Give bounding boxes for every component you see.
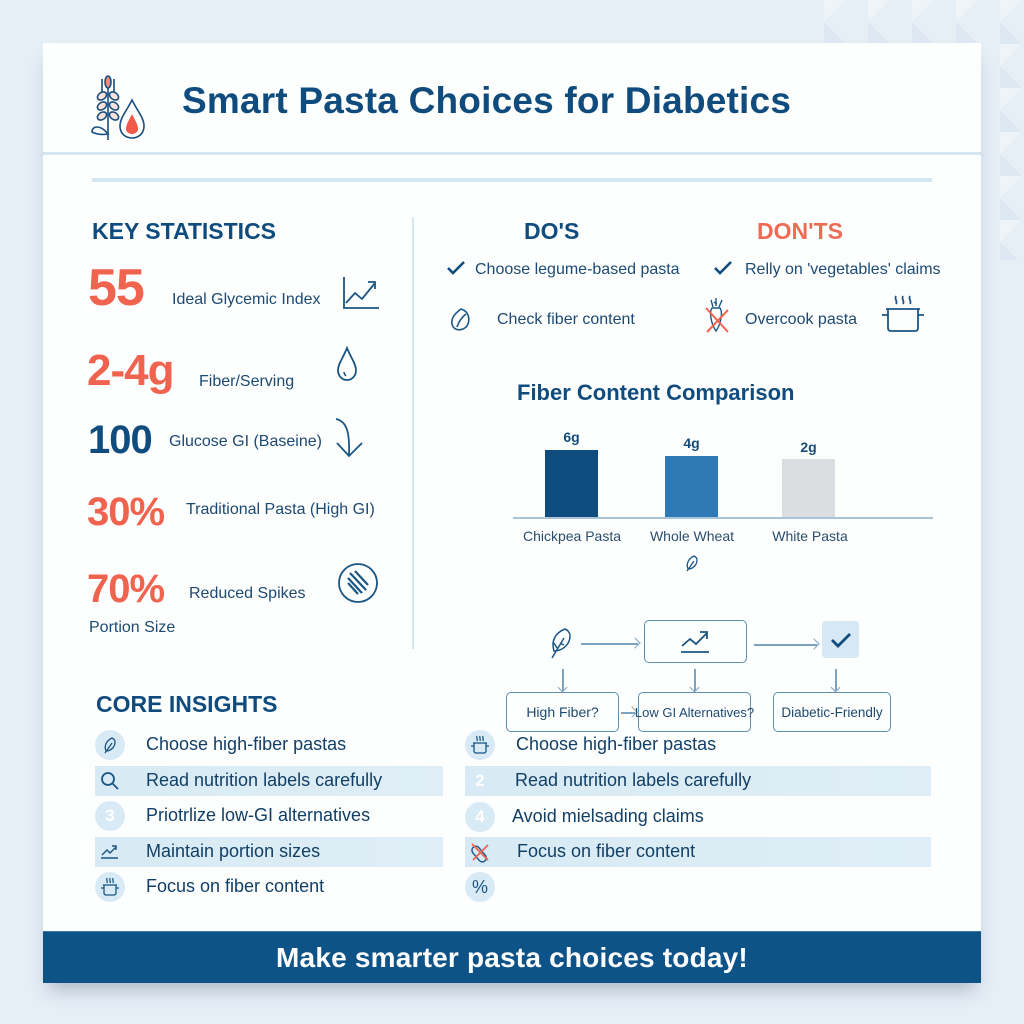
flow-node-low-gi: Low GI Alternatives? — [635, 692, 754, 732]
check-icon — [447, 261, 465, 275]
pot-icon — [95, 872, 125, 902]
flow-arrow — [621, 712, 635, 714]
flow-arrow — [754, 644, 817, 646]
check-icon — [714, 261, 732, 275]
stat-value-fiber: 2-4g — [87, 346, 174, 395]
category-label-chickpea: Chickpea Pasta — [522, 528, 622, 544]
crossed-carrot-icon — [705, 298, 729, 333]
chart-x-axis — [513, 517, 933, 519]
category-label-whole-wheat: Whole Wheat — [649, 528, 735, 544]
bar-value-white-pasta: 2g — [800, 439, 817, 455]
check-icon — [830, 632, 851, 648]
bar-value-whole-wheat: 4g — [683, 435, 700, 451]
donts-item-overcook: Overcook pasta — [745, 311, 858, 328]
flow-arrow — [835, 669, 837, 691]
stat-label-glucose: Glucose GI (Baseine) — [169, 433, 322, 450]
infographic-card: Smart Pasta Choices for Diabetics KEY ST… — [43, 43, 981, 983]
insight-row: Focus on fiber content — [465, 837, 931, 867]
stat-label-fiber: Fiber/Serving — [199, 373, 295, 390]
arrow-down-curve-icon — [335, 418, 363, 458]
flow-arrow — [694, 669, 696, 691]
insight-row: 4 Avoid mielsading claims — [465, 802, 931, 832]
flow-arrow — [581, 643, 638, 645]
stat-value-spikes: 70% — [87, 567, 165, 611]
stat-value-glucose: 100 — [88, 418, 153, 462]
chart-title: Fiber Content Comparison — [517, 380, 795, 405]
leaf-icon — [686, 555, 698, 572]
footer-banner: Make smarter pasta choices today! — [43, 931, 981, 983]
insight-text: Avoid mielsading claims — [512, 806, 704, 826]
core-insights-heading: CORE INSIGHTS — [96, 691, 278, 717]
donts-heading: DON'TS — [757, 218, 843, 244]
dos-item-fiber: Check fiber content — [497, 311, 635, 328]
insight-text: Read nutrition labels carefully — [146, 770, 383, 790]
steaming-pot-icon — [882, 295, 924, 332]
insight-text: Focus on fiber content — [146, 876, 325, 896]
insight-row: Read nutrition labels carefully — [95, 766, 443, 796]
flow-node-high-fiber: High Fiber? — [506, 692, 619, 732]
insight-text: Choose high-fiber pastas — [516, 734, 717, 754]
dos-heading: DO'S — [524, 218, 580, 244]
percent-icon: % — [465, 872, 495, 902]
insight-text: Choose high-fiber pastas — [146, 734, 347, 754]
trend-up-chart-icon — [95, 837, 125, 867]
insight-text: Focus on fiber content — [517, 841, 696, 861]
column-divider — [412, 217, 414, 649]
flow-node-trend — [644, 620, 747, 663]
insight-row: 3 Priotrlize low-GI alternatives — [95, 801, 443, 831]
leaf-icon — [95, 730, 125, 760]
header-divider — [43, 152, 981, 155]
striped-circle-icon — [338, 563, 378, 603]
insight-row: Maintain portion sizes — [95, 837, 443, 867]
donts-item-vegetables-claims: Relly on 'vegetables' claims — [745, 261, 941, 278]
page-title: Smart Pasta Choices for Diabetics — [182, 80, 792, 121]
flow-node-check — [822, 621, 859, 658]
insight-row: Choose high-fiber pastas — [95, 730, 443, 760]
insight-row: Choose high-fiber pastas — [465, 730, 931, 760]
drop-icon — [337, 346, 357, 381]
bar-chickpea — [545, 450, 598, 517]
crossed-pasta-icon — [465, 837, 495, 867]
insight-text: Read nutrition labels carefully — [515, 770, 752, 790]
dos-item-legume: Choose legume-based pasta — [475, 261, 680, 278]
stat-label-traditional: Traditional Pasta (High GI) — [186, 501, 375, 518]
leaf-icon — [551, 628, 571, 659]
insight-text: Maintain portion sizes — [146, 841, 321, 861]
key-statistics-heading: KEY STATISTICS — [92, 218, 277, 244]
category-label-white-pasta: White Pasta — [772, 528, 848, 544]
number-badge: 4 — [465, 802, 495, 832]
insight-row: 2 Read nutrition labels carefully — [465, 766, 931, 796]
number-badge: 3 — [95, 801, 125, 831]
pot-icon — [465, 730, 495, 760]
insight-row: Focus on fiber content — [95, 872, 443, 902]
bar-value-chickpea: 6g — [563, 429, 580, 445]
trend-up-chart-icon — [343, 277, 379, 309]
number-badge: 2 — [465, 766, 495, 796]
stat-value-gi: 55 — [88, 259, 145, 317]
portion-size-footnote: Portion Size — [89, 619, 176, 636]
bar-white-pasta — [782, 459, 835, 517]
wheat-and-blood-drop-icon — [91, 75, 145, 140]
header-accent-bar — [92, 178, 932, 182]
flow-arrow — [562, 669, 564, 691]
insight-row: % — [465, 872, 931, 902]
bar-whole-wheat — [665, 456, 718, 517]
trend-up-chart-icon — [680, 630, 709, 653]
footer-cta-text: Make smarter pasta choices today! — [276, 941, 748, 973]
insight-text: Priotrlize low-GI alternatives — [146, 805, 371, 825]
stat-label-spikes: Reduced Spikes — [189, 585, 306, 602]
flow-node-diabetic-friendly: Diabetic-Friendly — [773, 692, 891, 732]
stat-value-traditional: 30% — [87, 490, 165, 534]
stat-label-gi: Ideal Glycemic Index — [172, 291, 321, 308]
search-icon — [95, 766, 125, 796]
leaf-outline-icon — [451, 308, 470, 331]
